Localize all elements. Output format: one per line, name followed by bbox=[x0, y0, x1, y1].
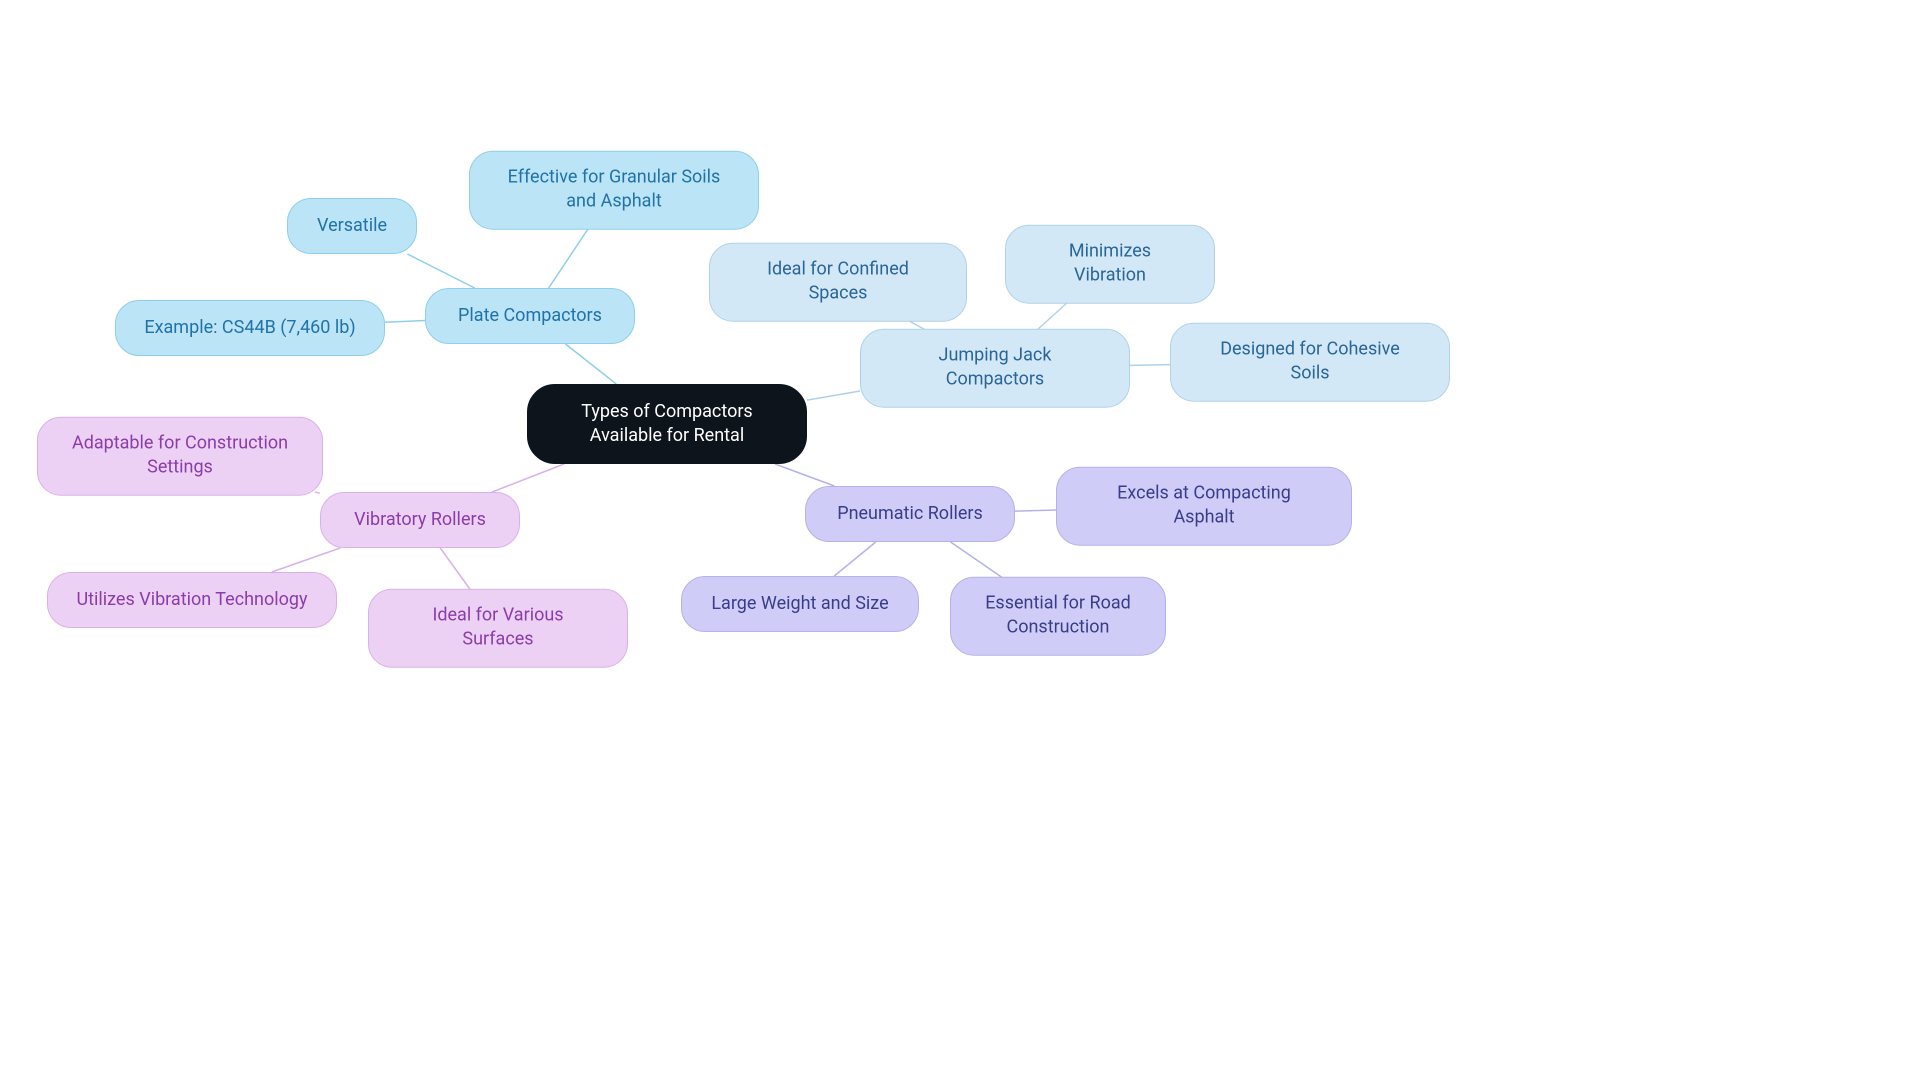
node-vib-surfaces: Ideal for Various Surfaces bbox=[368, 589, 628, 668]
node-jump-cohesive: Designed for Cohesive Soils bbox=[1170, 323, 1450, 402]
node-vibratory: Vibratory Rollers bbox=[320, 492, 520, 548]
node-jump-confined: Ideal for Confined Spaces bbox=[709, 243, 967, 322]
node-pneu-weight: Large Weight and Size bbox=[681, 576, 919, 632]
node-pneu-asphalt: Excels at Compacting Asphalt bbox=[1056, 467, 1352, 546]
node-pneu-road: Essential for Road Construction bbox=[950, 577, 1166, 656]
node-jump-minvib: Minimizes Vibration bbox=[1005, 225, 1215, 304]
node-vib-adapt: Adaptable for Construction Settings bbox=[37, 417, 323, 496]
node-vib-tech: Utilizes Vibration Technology bbox=[47, 572, 337, 628]
node-root: Types of Compactors Available for Rental bbox=[527, 384, 807, 464]
node-plate-effective: Effective for Granular Soils and Asphalt bbox=[469, 151, 759, 230]
node-plate-versatile: Versatile bbox=[287, 198, 417, 254]
node-pneumatic: Pneumatic Rollers bbox=[805, 486, 1015, 542]
node-plate: Plate Compactors bbox=[425, 288, 635, 344]
node-plate-example: Example: CS44B (7,460 lb) bbox=[115, 300, 385, 356]
node-jumping: Jumping Jack Compactors bbox=[860, 329, 1130, 408]
